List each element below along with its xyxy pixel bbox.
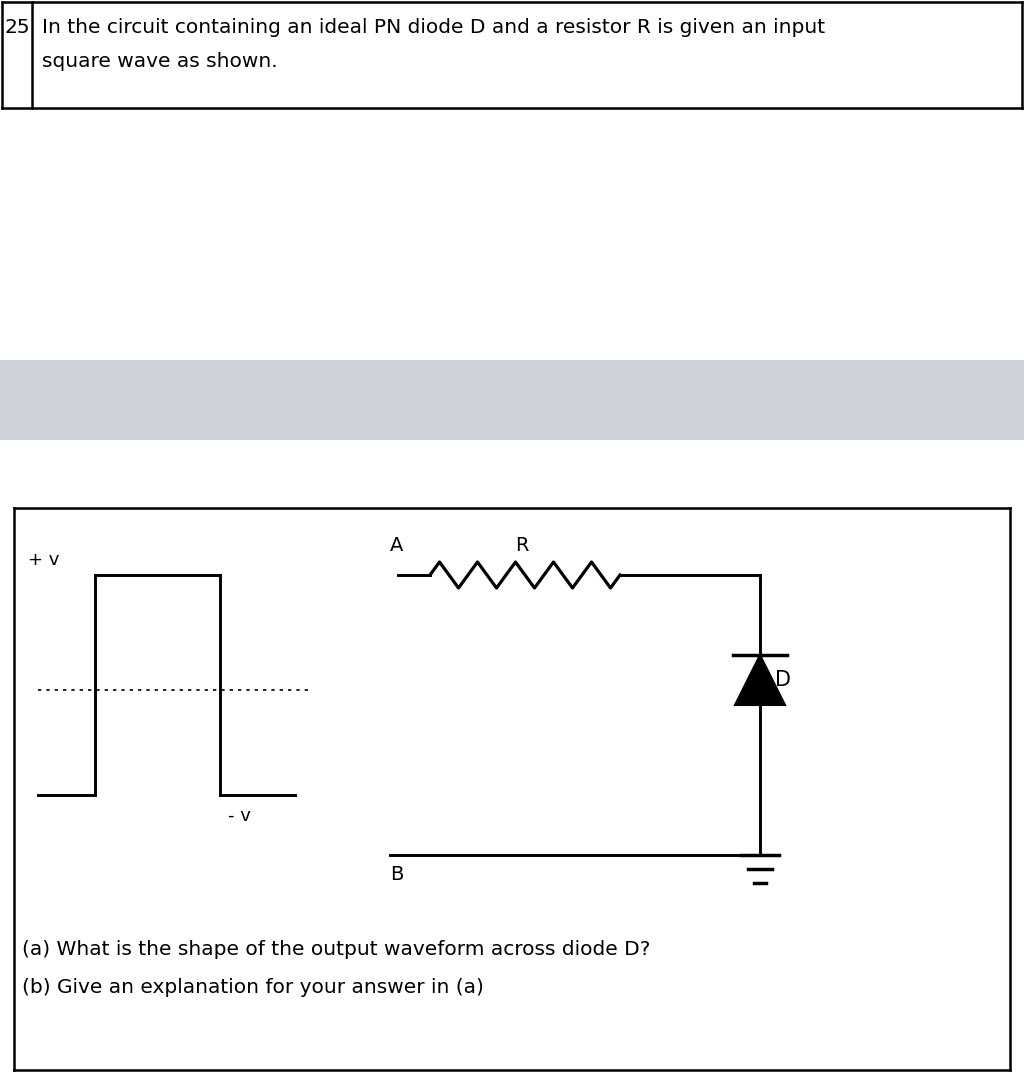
Text: D: D	[775, 671, 791, 690]
Text: + v: + v	[28, 551, 59, 569]
Text: (b) Give an explanation for your answer in (a): (b) Give an explanation for your answer …	[22, 978, 484, 997]
Text: - v: - v	[228, 807, 251, 825]
Text: 25: 25	[4, 18, 30, 37]
Text: In the circuit containing an ideal PN diode D and a resistor R is given an input: In the circuit containing an ideal PN di…	[42, 18, 825, 37]
Text: A: A	[390, 536, 403, 555]
Text: square wave as shown.: square wave as shown.	[42, 52, 278, 71]
Bar	[0, 360, 1024, 440]
Polygon shape	[735, 655, 785, 705]
Text: (a) What is the shape of the output waveform across diode D?: (a) What is the shape of the output wave…	[22, 940, 650, 959]
Text: B: B	[390, 865, 403, 884]
Text: R: R	[515, 536, 528, 555]
